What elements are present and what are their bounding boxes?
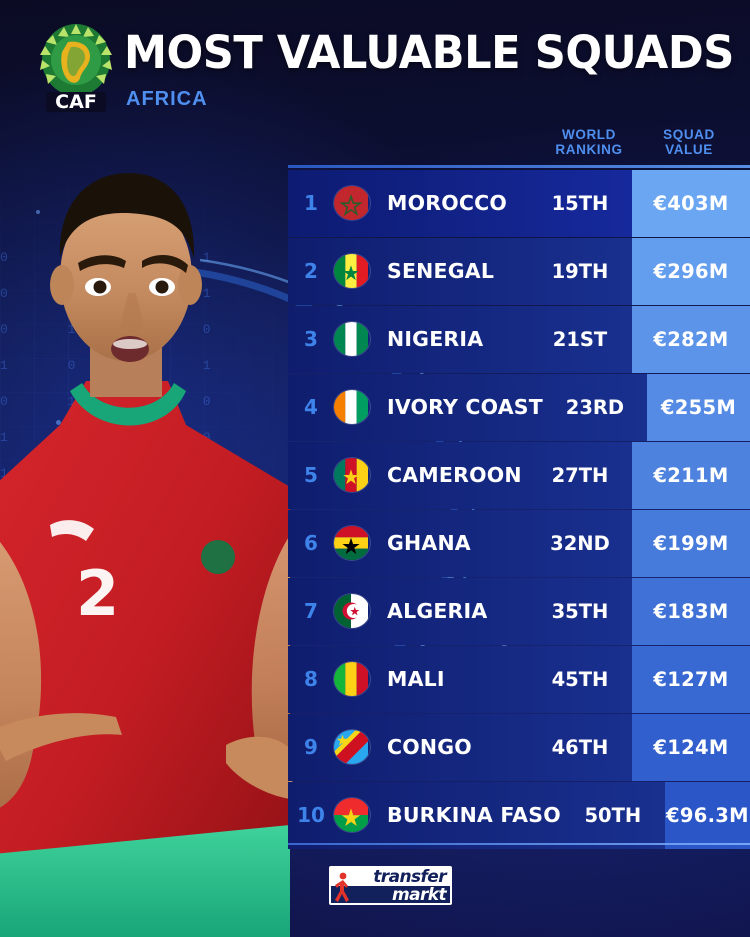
- background-dot: [36, 210, 40, 214]
- row-left-section: 9 CONGO 46TH: [288, 714, 632, 781]
- table-row: 7 ALGERIA 35TH €183M: [288, 578, 750, 645]
- rank-number: 5: [304, 463, 318, 488]
- row-left-section: 10 BURKINA FASO 50TH: [288, 782, 665, 849]
- world-ranking-value: 35TH: [551, 599, 609, 623]
- squad-value-cell: €127M: [632, 646, 750, 713]
- squad-value-cell: €296M: [632, 238, 750, 305]
- squad-value-cell: €199M: [632, 510, 750, 577]
- squad-value-cell: €124M: [632, 714, 750, 781]
- squad-value-cell: €211M: [632, 442, 750, 509]
- transfermarkt-logo: transfer markt: [329, 866, 452, 905]
- table-row: 1 MOROCCO 15TH €403M: [288, 170, 750, 237]
- row-left-section: 6 GHANA 32ND: [288, 510, 632, 577]
- page-subtitle: AFRICA: [126, 88, 208, 110]
- background-dot: [56, 420, 61, 425]
- country-name: BURKINA FASO: [387, 803, 561, 828]
- table-row: 5 CAMEROON 27TH €211M: [288, 442, 750, 509]
- table-row: 4 IVORY COAST 23RD €255M: [288, 374, 750, 441]
- world-ranking-line1: WORLD: [562, 127, 616, 142]
- rank-number: 7: [304, 599, 318, 624]
- table-row: 10 BURKINA FASO 50TH €96.3M: [288, 782, 750, 849]
- ranking-table: 1 MOROCCO 15TH €403M 2 SENEGAL 19TH €296M 3 NIGER…: [288, 165, 750, 850]
- squad-value-cell: €282M: [632, 306, 750, 373]
- country-name: CAMEROON: [387, 463, 522, 488]
- world-ranking-value: 50TH: [584, 803, 642, 827]
- rank-number: 8: [304, 667, 318, 692]
- country-name: CONGO: [387, 735, 472, 760]
- world-ranking-value: 23RD: [565, 395, 625, 419]
- world-ranking-value: 46TH: [551, 735, 609, 759]
- country-name: NIGERIA: [387, 327, 484, 352]
- table-top-accent: [288, 165, 750, 168]
- table-row: 3 NIGERIA 21ST €282M: [288, 306, 750, 373]
- caf-logo: CAF: [40, 24, 112, 113]
- squad-value-cell: €403M: [632, 170, 750, 237]
- ivory-coast-flag: [334, 390, 370, 425]
- table-row: 6 GHANA 32ND €199M: [288, 510, 750, 577]
- country-name: ALGERIA: [387, 599, 488, 624]
- caf-logo-text: CAF: [55, 91, 97, 113]
- cameroon-flag: [334, 458, 370, 493]
- table-row: 2 SENEGAL 19TH €296M: [288, 238, 750, 305]
- country-name: IVORY COAST: [387, 395, 543, 420]
- transfermarkt-logo-bottom: markt: [331, 885, 450, 903]
- rank-number: 6: [304, 531, 318, 556]
- country-name: SENEGAL: [387, 259, 495, 284]
- page-title: MOST VALUABLE SQUADS: [124, 26, 734, 79]
- rank-number: 4: [304, 395, 318, 420]
- transfermarkt-player-icon: [335, 872, 349, 902]
- rank-number: 10: [297, 803, 325, 828]
- player-photo: 2: [0, 173, 296, 937]
- world-ranking-value: 15TH: [551, 191, 609, 215]
- header: CAF MOST VALUABLE SQUADS AFRICA: [0, 0, 750, 120]
- column-header-world-ranking: WORLD RANKING: [540, 127, 638, 157]
- world-ranking-value: 32ND: [550, 531, 610, 555]
- row-left-section: 7 ALGERIA 35TH: [288, 578, 632, 645]
- transfermarkt-logo-top: transfer: [331, 868, 450, 886]
- world-ranking-value: 19TH: [551, 259, 609, 283]
- row-left-section: 8 MALI 45TH: [288, 646, 632, 713]
- senegal-flag: [334, 254, 370, 289]
- squad-value-line1: SQUAD: [663, 127, 715, 142]
- table-row: 9 CONGO 46TH €124M: [288, 714, 750, 781]
- row-left-section: 3 NIGERIA 21ST: [288, 306, 632, 373]
- squad-value-line2: VALUE: [665, 142, 713, 157]
- squad-value-cell: €96.3M: [664, 782, 750, 849]
- ghana-flag: [334, 526, 370, 561]
- world-ranking-value: 45TH: [551, 667, 609, 691]
- country-name: MOROCCO: [387, 191, 507, 216]
- world-ranking-value: 21ST: [552, 327, 608, 351]
- morocco-flag: [334, 186, 370, 221]
- world-ranking-line2: RANKING: [555, 142, 623, 157]
- rank-number: 3: [304, 327, 318, 352]
- algeria-flag: [334, 594, 370, 629]
- squad-value-cell: €255M: [646, 374, 750, 441]
- row-left-section: 2 SENEGAL 19TH: [288, 238, 632, 305]
- burkina-faso-flag: [334, 798, 370, 833]
- column-header-squad-value: SQUAD VALUE: [640, 127, 738, 157]
- row-left-section: 4 IVORY COAST 23RD: [288, 374, 647, 441]
- mali-flag: [334, 662, 370, 697]
- world-ranking-value: 27TH: [551, 463, 609, 487]
- rank-number: 9: [304, 735, 318, 760]
- rank-number: 1: [304, 191, 318, 216]
- squad-value-cell: €183M: [632, 578, 750, 645]
- svg-text:2: 2: [76, 557, 119, 630]
- table-bottom-accent: [288, 843, 750, 845]
- row-left-section: 5 CAMEROON 27TH: [288, 442, 632, 509]
- row-left-section: 1 MOROCCO 15TH: [288, 170, 632, 237]
- rank-number: 2: [304, 259, 318, 284]
- congo-flag: [334, 730, 370, 765]
- nigeria-flag: [334, 322, 370, 357]
- table-row: 8 MALI 45TH €127M: [288, 646, 750, 713]
- country-name: MALI: [387, 667, 445, 692]
- country-name: GHANA: [387, 531, 471, 556]
